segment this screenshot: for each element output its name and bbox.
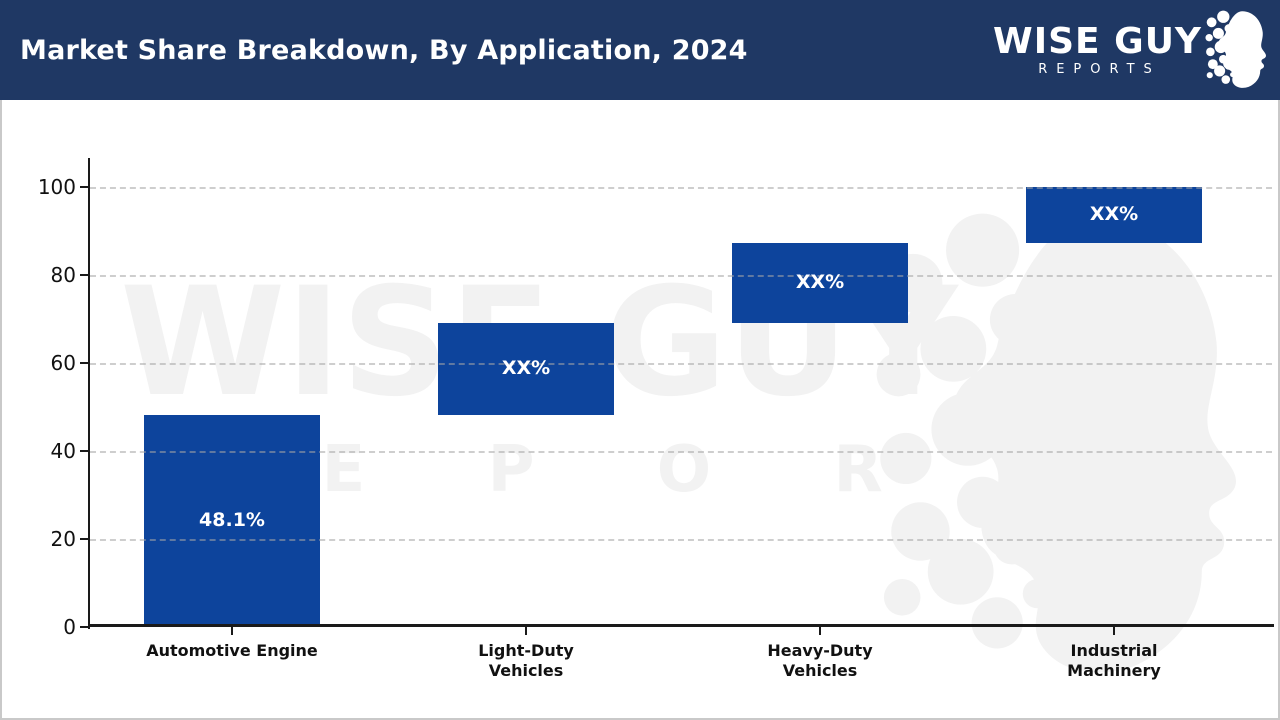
x-category-label-heavy-duty-vehicles: Heavy-Duty Vehicles [767, 641, 873, 680]
watermark-face-icon [876, 213, 1236, 673]
logo-text: WISE GUY REPORTS [992, 21, 1202, 77]
logo-subtitle: REPORTS [1038, 62, 1161, 77]
y-tick-mark-80 [80, 274, 88, 276]
y-tick-label-40: 40 [50, 439, 76, 463]
bar-value-label-industrial-machinery: XX% [1089, 202, 1139, 225]
y-tick-mark-60 [80, 362, 88, 364]
y-tick-mark-100 [80, 186, 88, 188]
y-tick-label-80: 80 [50, 263, 76, 287]
y-tick-mark-20 [80, 538, 88, 540]
wise-guy-reports-logo: WISE GUY REPORTS [993, 10, 1266, 90]
bar-automotive-engine [144, 415, 320, 627]
y-tick-label-100: 100 [37, 175, 76, 199]
gridline-80 [90, 275, 1272, 277]
logo-wordmark: WISE GUY [992, 21, 1202, 62]
header-bar: Market Share Breakdown, By Application, … [0, 0, 1280, 100]
x-category-label-industrial-machinery: Industrial Machinery [1067, 641, 1161, 680]
bar-value-label-light-duty-vehicles: XX% [501, 357, 551, 380]
x-tick-mark-light-duty-vehicles [525, 627, 527, 635]
y-tick-label-20: 20 [50, 527, 76, 551]
y-tick-mark-0 [80, 626, 88, 628]
chart-canvas: WISE GUY R E P O R T S 0 20 40 60 80 100 48.1%… [0, 100, 1280, 720]
x-tick-mark-industrial-machinery [1113, 627, 1115, 635]
x-category-label-automotive-engine: Automotive Engine [146, 641, 318, 660]
gridline-100 [90, 187, 1272, 189]
y-tick-label-0: 0 [63, 615, 76, 639]
y-tick-mark-40 [80, 450, 88, 452]
bar-value-label-heavy-duty-vehicles: XX% [795, 270, 845, 293]
gridline-20 [90, 539, 1272, 541]
bar-heavy-duty-vehicles [732, 242, 908, 323]
y-axis-spine [88, 158, 90, 629]
gridline-60 [90, 363, 1272, 365]
x-tick-mark-heavy-duty-vehicles [819, 627, 821, 635]
bar-industrial-machinery [1026, 187, 1202, 243]
dotted-face-icon [1205, 10, 1266, 88]
page-title: Market Share Breakdown, By Application, … [20, 34, 748, 66]
x-category-label-light-duty-vehicles: Light-Duty Vehicles [478, 641, 574, 680]
x-tick-mark-automotive-engine [231, 627, 233, 635]
gridline-40 [90, 451, 1272, 453]
y-tick-label-60: 60 [50, 351, 76, 375]
bar-light-duty-vehicles [438, 322, 614, 416]
bar-value-label-automotive-engine: 48.1% [199, 509, 265, 532]
x-axis-spine [88, 624, 1274, 627]
